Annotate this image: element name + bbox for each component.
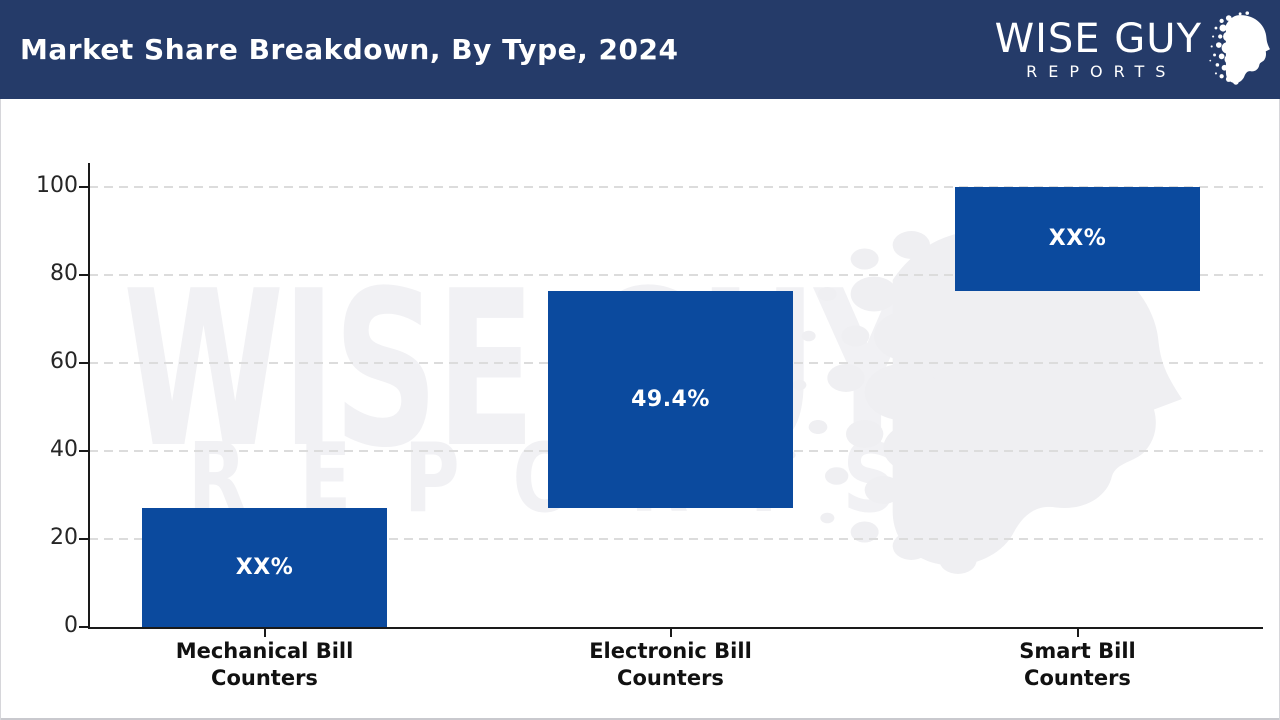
x-axis-label: Mechanical Bill Counters: [95, 638, 435, 693]
y-tick-mark: [79, 186, 88, 188]
x-axis-label-line: Electronic Bill: [589, 639, 752, 663]
x-axis-label-line: Counters: [211, 666, 318, 691]
y-tick-mark: [79, 626, 88, 628]
x-tick-mark: [1076, 629, 1079, 637]
bar-segment: 49.4%: [548, 290, 793, 509]
y-tick-label: 20: [50, 525, 78, 550]
bar-value-label: 49.4%: [631, 387, 710, 412]
y-tick-label: 80: [50, 261, 78, 286]
bar-value-label: XX%: [235, 555, 294, 581]
x-axis-label-line: Smart Bill: [1019, 639, 1136, 663]
x-axis-label: Electronic Bill Counters: [501, 638, 841, 693]
logo-brand-name: WISE GUY: [994, 15, 1202, 62]
wiseguy-logo: WISE GUY REPORTS: [995, 10, 1280, 89]
x-axis-label: Smart Bill Counters: [908, 638, 1248, 693]
header-bar: Market Share Breakdown, By Type, 2024 WI…: [0, 0, 1280, 99]
x-tick-mark: [263, 629, 266, 637]
y-tick-label: 100: [36, 173, 78, 198]
x-axis-label-line: Mechanical Bill: [175, 639, 354, 663]
wiseguy-logo-text: WISE GUY REPORTS: [995, 19, 1202, 81]
y-tick-mark: [79, 450, 88, 452]
page-title: Market Share Breakdown, By Type, 2024: [20, 33, 679, 66]
y-tick-label: 40: [50, 437, 78, 462]
x-axis-line: [88, 627, 1263, 629]
y-tick-mark: [79, 274, 88, 276]
x-axis-label-line: Counters: [1024, 666, 1131, 691]
y-tick-mark: [79, 362, 88, 364]
bar-segment: XX%: [142, 508, 387, 627]
y-tick-label: 0: [64, 613, 78, 638]
wiseguy-face-icon: [1209, 10, 1270, 85]
x-axis-label-line: Counters: [617, 666, 724, 691]
bar-value-label: XX%: [1048, 226, 1107, 252]
x-tick-mark: [669, 629, 672, 637]
grid-line: [89, 274, 1263, 276]
y-tick-label: 60: [50, 349, 78, 374]
y-tick-mark: [79, 538, 88, 540]
grid-line: [89, 186, 1263, 188]
grid-line: [89, 538, 1263, 540]
y-axis-line: [88, 163, 90, 629]
logo-brand-subtitle: REPORTS: [1026, 61, 1177, 81]
bar-segment: XX%: [955, 187, 1200, 291]
